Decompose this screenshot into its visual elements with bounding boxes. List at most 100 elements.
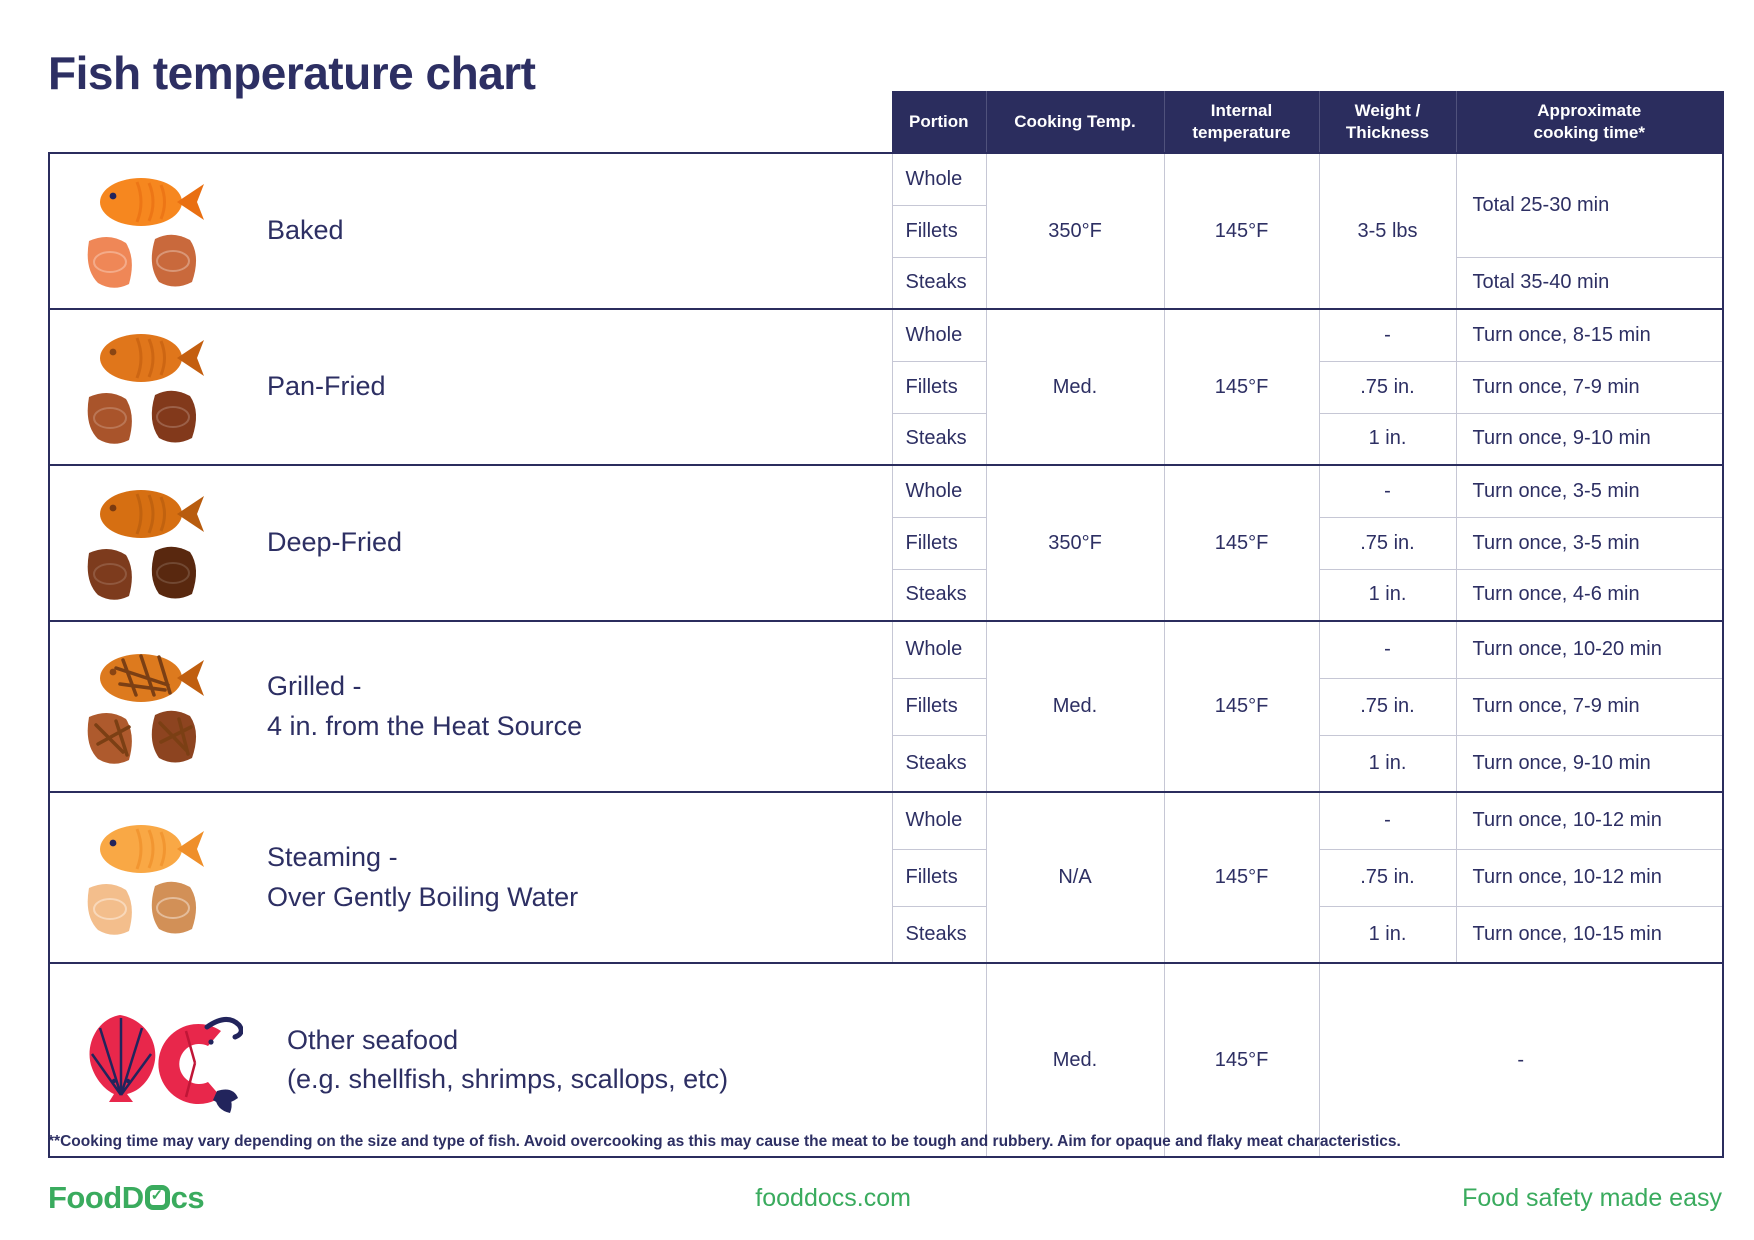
cooking-time-cell: Turn once, 3-5 min <box>1455 516 1724 570</box>
col-header-portion: Portion <box>892 91 986 153</box>
portion-cell: Fillets <box>891 204 987 258</box>
cooking-temp-cell: N/A <box>985 791 1165 964</box>
cooking-time-cell: Turn once, 10-12 min <box>1455 791 1724 850</box>
footer: FoodDcs fooddocs.com Food safety made ea… <box>48 1180 1722 1216</box>
table-row: Pan-Fried Whole Med. 145°F - Turn once, … <box>48 308 1724 466</box>
weight-cell: - <box>1318 308 1457 362</box>
weight-cell: 3-5 lbs <box>1318 152 1457 310</box>
portion-cell: Steaks <box>891 734 987 793</box>
internal-temp-cell: 145°F <box>1163 962 1320 1158</box>
shrimp-icon <box>158 1017 243 1113</box>
table-row: Steaks Total 35-40 min <box>49 256 1724 310</box>
table-row: Deep-Fried Whole 350°F 145°F - Turn once… <box>48 464 1724 622</box>
portion-cell: Steaks <box>891 568 987 622</box>
table-row: Steaming - Over Gently Boiling Water Who… <box>48 791 1724 964</box>
method-cell-pan-fried: Pan-Fried <box>48 308 893 466</box>
fish-temperature-table: Portion Cooking Temp. Internal temperatu… <box>48 91 1724 1158</box>
method-label: Steaming - Over Gently Boiling Water <box>267 842 579 912</box>
method-cell-deep-fried: Deep-Fried <box>48 464 893 622</box>
cooking-temp-cell: 350°F <box>985 464 1165 622</box>
method-cell-steaming: Steaming - Over Gently Boiling Water <box>48 791 893 964</box>
weight-cell: .75 in. <box>1318 360 1457 414</box>
weight-cell: 1 in. <box>1318 568 1457 622</box>
table-row: Fillets .75 in. Turn once, 7-9 min <box>49 360 1724 414</box>
footnote: **Cooking time may vary depending on the… <box>48 1133 1401 1150</box>
portion-cell: Steaks <box>891 412 987 466</box>
weight-cell: 1 in. <box>1318 412 1457 466</box>
col-header-weight-thickness: Weight / Thickness <box>1318 91 1456 153</box>
method-label: Deep-Fried <box>267 527 403 558</box>
method-label: Grilled - 4 in. from the Heat Source <box>267 671 583 741</box>
shellfish-shrimp-icon <box>89 1015 243 1113</box>
table-row: Fillets .75 in. Turn once, 3-5 min <box>49 516 1724 570</box>
logo-check-icon <box>144 1185 170 1210</box>
cooking-temp-cell: Med. <box>985 308 1165 466</box>
scallop-icon <box>89 1015 156 1102</box>
cooking-time-cell: Turn once, 4-6 min <box>1455 568 1724 622</box>
method-label: Baked <box>267 215 344 246</box>
fish-trio-steaming-icon <box>87 824 204 935</box>
weight-time-cell: - <box>1318 962 1724 1158</box>
table-row: Steaks 1 in. Turn once, 9-10 min <box>49 734 1724 793</box>
portion-cell: Whole <box>891 791 987 850</box>
internal-temp-cell: 145°F <box>1163 464 1320 622</box>
fish-trio-pan-fried-icon <box>87 334 204 444</box>
table-row: Fillets .75 in. Turn once, 7-9 min <box>49 677 1724 736</box>
cooking-temp-cell: Med. <box>985 620 1165 793</box>
cooking-time-cell: Turn once, 7-9 min <box>1455 360 1724 414</box>
portion-cell: Fillets <box>891 677 987 736</box>
internal-temp-cell: 145°F <box>1163 791 1320 964</box>
weight-cell: - <box>1318 464 1457 518</box>
table-row: Grilled - 4 in. from the Heat Source Who… <box>48 620 1724 793</box>
col-header-cooking-temp: Cooking Temp. <box>985 91 1164 153</box>
method-cell-grilled: Grilled - 4 in. from the Heat Source <box>48 620 893 793</box>
weight-cell: .75 in. <box>1318 848 1457 907</box>
method-cell-other-seafood: Other seafood (e.g. shellfish, shrimps, … <box>48 962 987 1158</box>
cooking-temp-cell: 350°F <box>985 152 1165 310</box>
cooking-time-cell: Turn once, 7-9 min <box>1455 677 1724 736</box>
table-row: Baked Whole 350°F 145°F 3-5 lbs Total 25… <box>48 152 1724 310</box>
cooking-time-cell: Total 25-30 min <box>1455 152 1724 258</box>
cooking-time-cell: Turn once, 10-20 min <box>1455 620 1724 679</box>
fish-trio-deep-fried-icon <box>87 490 204 600</box>
cooking-time-cell: Total 35-40 min <box>1455 256 1724 310</box>
cooking-time-cell: Turn once, 3-5 min <box>1455 464 1724 518</box>
table-row: Fillets .75 in. Turn once, 10-12 min <box>49 848 1724 907</box>
cooking-time-cell: Turn once, 9-10 min <box>1455 734 1724 793</box>
fish-trio-grilled-icon <box>87 653 204 764</box>
cooking-time-cell: Turn once, 8-15 min <box>1455 308 1724 362</box>
internal-temp-cell: 145°F <box>1163 620 1320 793</box>
table-row: Steaks 1 in. Turn once, 10-15 min <box>49 905 1724 964</box>
fish-trio-baked-icon <box>87 178 204 288</box>
weight-cell: - <box>1318 620 1457 679</box>
weight-cell: - <box>1318 791 1457 850</box>
table-header-row: Portion Cooking Temp. Internal temperatu… <box>49 91 1724 153</box>
weight-cell: 1 in. <box>1318 734 1457 793</box>
weight-cell: .75 in. <box>1318 516 1457 570</box>
internal-temp-cell: 145°F <box>1163 308 1320 466</box>
blank-header-cell <box>49 91 892 153</box>
cooking-time-cell: Turn once, 9-10 min <box>1455 412 1724 466</box>
page-title: Fish temperature chart <box>48 47 536 99</box>
portion-cell: Steaks <box>891 905 987 964</box>
weight-cell: .75 in. <box>1318 677 1457 736</box>
cooking-temp-cell: Med. <box>985 962 1165 1158</box>
cooking-time-cell: Turn once, 10-15 min <box>1455 905 1724 964</box>
portion-cell: Fillets <box>891 516 987 570</box>
tagline: Food safety made easy <box>1462 1183 1722 1212</box>
fooddocs-logo: FoodDcs <box>48 1180 205 1216</box>
weight-cell: 1 in. <box>1318 905 1457 964</box>
table-row: Other seafood (e.g. shellfish, shrimps, … <box>48 962 1724 1158</box>
method-label: Pan-Fried <box>267 371 386 402</box>
cooking-time-cell: Turn once, 10-12 min <box>1455 848 1724 907</box>
method-cell-baked: Baked <box>48 152 893 310</box>
col-header-internal-temp: Internal temperature <box>1163 91 1319 153</box>
portion-cell: Whole <box>891 464 987 518</box>
portion-cell: Whole <box>891 308 987 362</box>
portion-cell: Fillets <box>891 848 987 907</box>
portion-cell: Whole <box>891 152 987 206</box>
table-row: Steaks 1 in. Turn once, 9-10 min <box>49 412 1724 466</box>
method-label: Other seafood (e.g. shellfish, shrimps, … <box>287 1024 729 1094</box>
website-link[interactable]: fooddocs.com <box>755 1183 911 1212</box>
